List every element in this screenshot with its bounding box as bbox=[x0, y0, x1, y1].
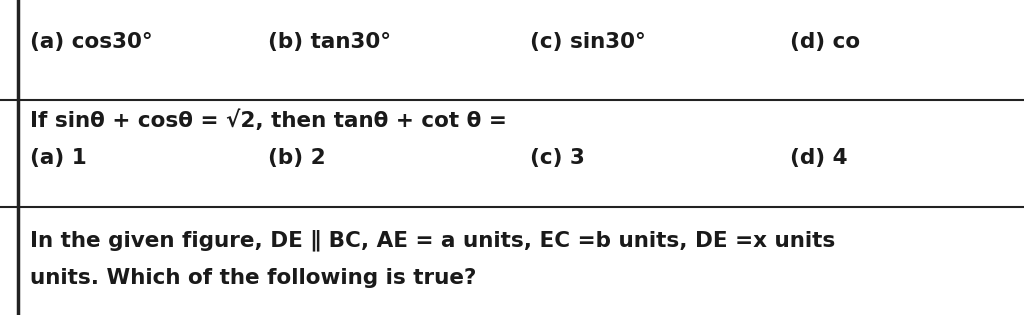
Text: (c) 3: (c) 3 bbox=[530, 148, 585, 168]
Text: (d) 4: (d) 4 bbox=[790, 148, 848, 168]
Text: (a) 1: (a) 1 bbox=[30, 148, 87, 168]
Text: units. Which of the following is true?: units. Which of the following is true? bbox=[30, 268, 476, 288]
Text: (b) 2: (b) 2 bbox=[268, 148, 326, 168]
Text: (c) sin30°: (c) sin30° bbox=[530, 32, 646, 52]
Text: (a) cos30°: (a) cos30° bbox=[30, 32, 153, 52]
Text: In the given figure, DE ∥ BC, AE = a units, EC =b units, DE =x units: In the given figure, DE ∥ BC, AE = a uni… bbox=[30, 229, 836, 251]
Text: (d) co: (d) co bbox=[790, 32, 860, 52]
Text: If sinθ + cosθ = √2, then tanθ + cot θ =: If sinθ + cosθ = √2, then tanθ + cot θ = bbox=[30, 109, 507, 131]
Text: (b) tan30°: (b) tan30° bbox=[268, 32, 391, 52]
